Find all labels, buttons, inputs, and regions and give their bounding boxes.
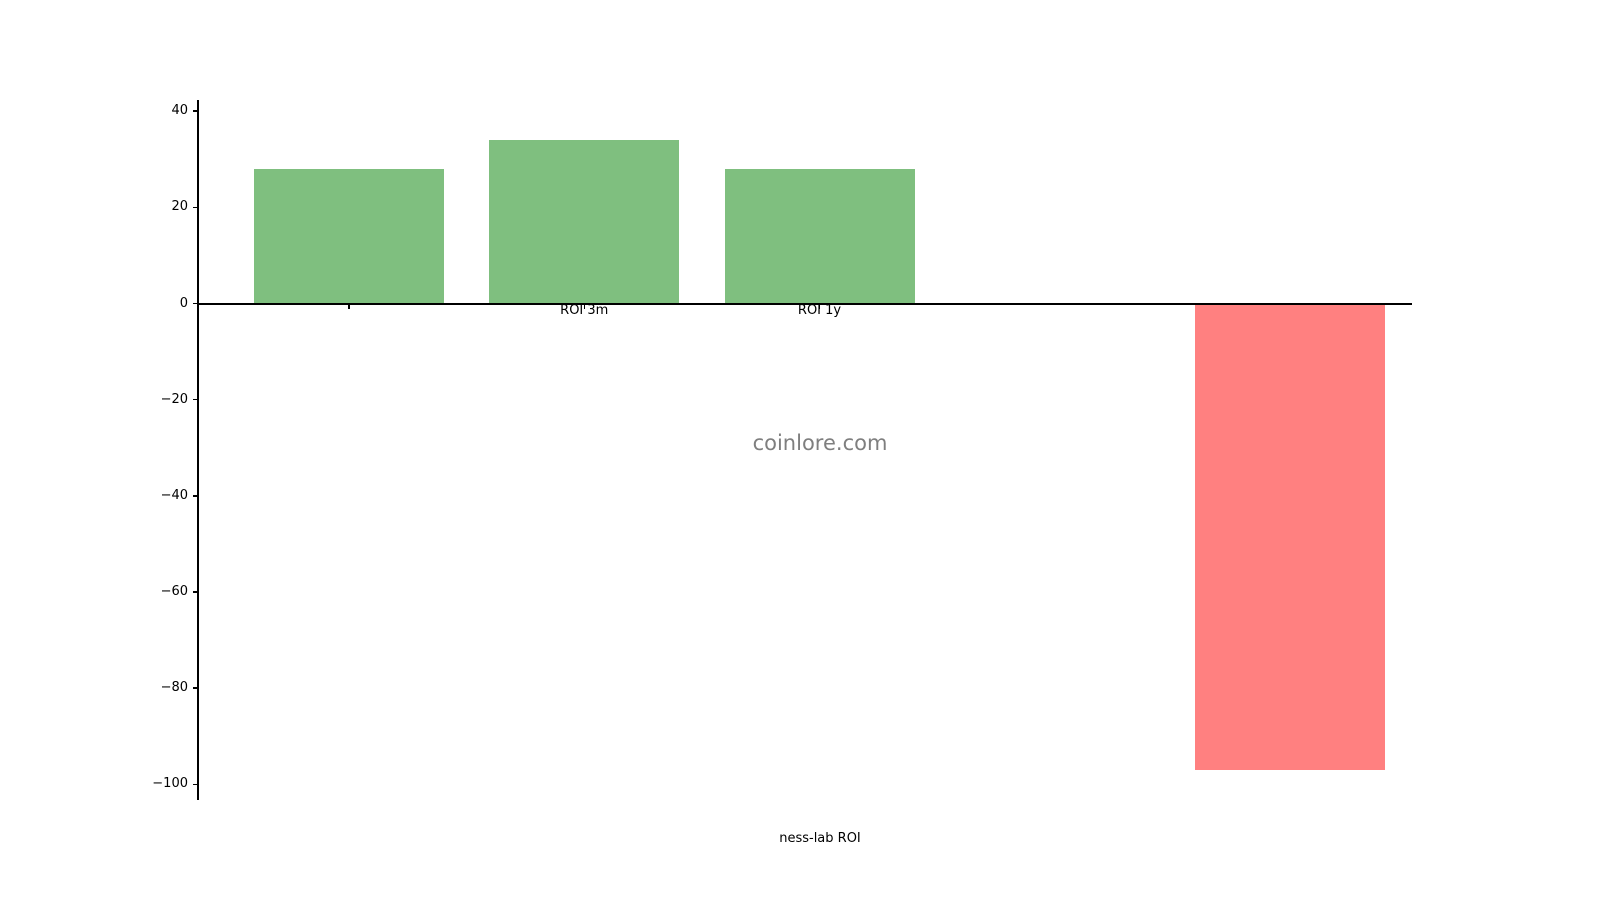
y-tick-label: −20 [160, 391, 188, 407]
y-tick-label: −60 [160, 583, 188, 599]
y-tick-label: −100 [152, 776, 188, 792]
x-tick-mark [818, 304, 821, 309]
y-tick-label: −40 [160, 487, 188, 503]
positive-roi-bar [724, 168, 915, 304]
y-tick-mark [192, 687, 198, 689]
x-tick-mark [583, 304, 586, 309]
y-tick-mark [192, 495, 198, 497]
x-tick-label: ROI 3m [560, 303, 609, 318]
x-axis-title: ness-lab ROI [779, 831, 861, 846]
watermark: coinlore.com [752, 431, 888, 455]
y-tick-mark [192, 206, 198, 209]
x-tick-mark [348, 304, 350, 309]
y-tick-mark [192, 398, 198, 401]
positive-roi-bar [489, 140, 680, 304]
y-tick-label: −80 [160, 680, 188, 696]
y-tick-mark [192, 591, 198, 593]
x-tick-label: ROI 1y [797, 303, 842, 318]
y-axis-spine [197, 100, 199, 800]
negative-roi-bar [1195, 304, 1386, 770]
y-tick-mark [192, 302, 198, 305]
y-tick-label: 20 [171, 199, 188, 215]
y-tick-label: 40 [171, 103, 188, 119]
y-tick-mark [192, 783, 198, 786]
x-axis-line [197, 303, 1412, 305]
y-tick-mark [192, 110, 198, 112]
positive-roi-bar [254, 168, 445, 304]
y-tick-label: 0 [179, 295, 188, 311]
